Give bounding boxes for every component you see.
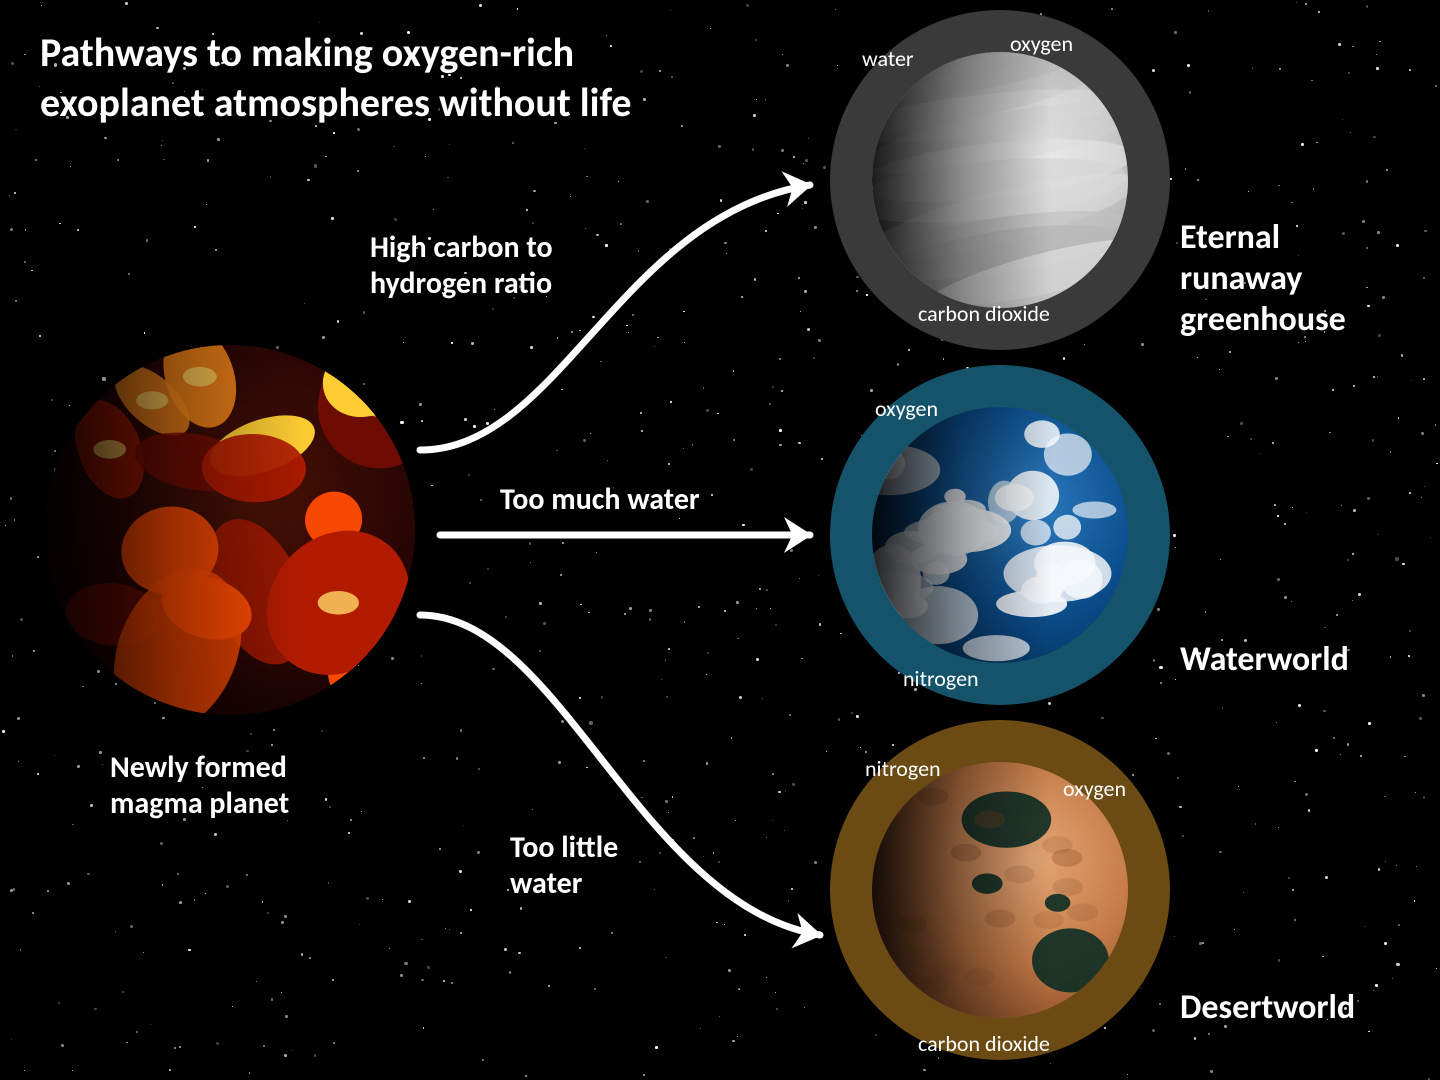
diagram-title: Pathways to making oxygen-rich exoplanet… bbox=[40, 28, 632, 128]
desertworld-atom-nitrogen: nitrogen bbox=[865, 755, 941, 782]
desertworld-atom-oxygen: oxygen bbox=[1063, 775, 1126, 802]
desertworld-atom-co2: carbon dioxide bbox=[918, 1030, 1050, 1057]
arrow-bottom bbox=[420, 615, 820, 935]
greenhouse-atom-co2: carbon dioxide bbox=[918, 300, 1050, 327]
path-label-top: High carbon to hydrogen ratio bbox=[370, 230, 553, 302]
result-desertworld-title: Desertworld bbox=[1180, 988, 1355, 1029]
result-greenhouse-title: Eternal runaway greenhouse bbox=[1180, 218, 1346, 340]
path-label-bottom: Too little water bbox=[510, 830, 618, 902]
svg-overlay bbox=[0, 0, 1440, 1080]
greenhouse-atom-water: water bbox=[862, 45, 914, 72]
path-label-mid: Too much water bbox=[500, 482, 700, 518]
waterworld-atom-nitrogen: nitrogen bbox=[903, 665, 979, 692]
result-waterworld-title: Waterworld bbox=[1180, 640, 1349, 681]
source-planet bbox=[45, 316, 470, 752]
greenhouse-atom-oxygen: oxygen bbox=[1010, 30, 1073, 57]
arrow-top bbox=[420, 185, 810, 450]
diagram-stage: Pathways to making oxygen-rich exoplanet… bbox=[0, 0, 1440, 1080]
waterworld-atom-oxygen: oxygen bbox=[875, 395, 938, 422]
source-planet-label: Newly formed magma planet bbox=[110, 750, 289, 822]
